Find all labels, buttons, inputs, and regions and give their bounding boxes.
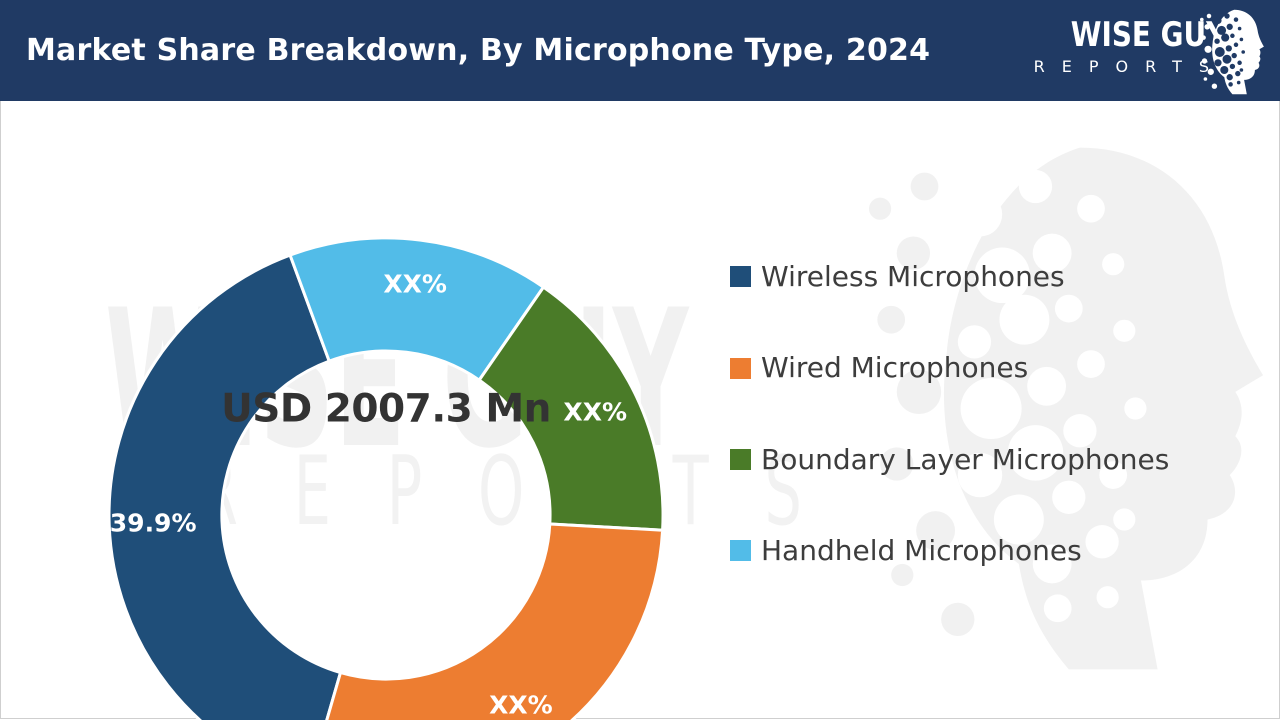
page-title: Market Share Breakdown, By Microphone Ty… — [26, 33, 931, 68]
donut-segment-wireless-microphones — [107, 253, 343, 720]
legend-label-boundary-layer-microphones: Boundary Layer Microphones — [761, 442, 1170, 476]
legend-swatch-wired-microphones — [730, 357, 751, 379]
legend-label-handheld-microphones: Handheld Microphones — [761, 534, 1082, 568]
legend-swatch-wireless-microphones — [730, 266, 751, 288]
legend-item-wired-microphones: Wired Microphones — [730, 351, 1169, 385]
legend-label-wired-microphones: Wired Microphones — [761, 351, 1029, 385]
segment-value-label-boundary-layer-microphones: XX% — [563, 397, 628, 427]
segment-value-label-wireless-microphones: 39.9% — [109, 508, 197, 538]
legend-item-wireless-microphones: Wireless Microphones — [730, 262, 1169, 291]
segment-value-label-handheld-microphones: XX% — [383, 269, 447, 299]
header-bar: Market Share Breakdown, By Microphone Ty… — [0, 0, 1280, 101]
donut-segment-boundary-layer-microphones — [477, 285, 665, 532]
legend-swatch-boundary-layer-microphones — [730, 448, 751, 470]
wise-guy-logo: WISE GUY REPORTS — [1014, 0, 1274, 101]
chart-legend: Wireless Microphones Wired Microphones Bou… — [730, 262, 1169, 566]
legend-swatch-handheld-microphones — [730, 540, 751, 562]
chart-area: WISE GUY REPORTS USD 2007.3 Mn Wireless … — [0, 101, 1280, 720]
logo-text: WISE GUY REPORTS — [1033, 15, 1226, 76]
legend-item-boundary-layer-microphones: Boundary Layer Microphones — [730, 442, 1170, 476]
legend-item-handheld-microphones: Handheld Microphones — [730, 534, 1169, 568]
donut-center-value: USD 2007.3 Mn — [221, 386, 551, 432]
logo-wordmark: WISE GUY — [1070, 15, 1226, 55]
donut-segment-wired-microphones — [325, 522, 665, 720]
segment-value-label-wired-microphones: XX% — [489, 690, 553, 720]
watermark-subtitle: REPORTS — [197, 437, 858, 547]
donut-segment-handheld-microphones — [288, 236, 546, 383]
legend-label-wireless-microphones: Wireless Microphones — [761, 260, 1065, 293]
logo-subtitle: REPORTS — [1033, 56, 1226, 76]
